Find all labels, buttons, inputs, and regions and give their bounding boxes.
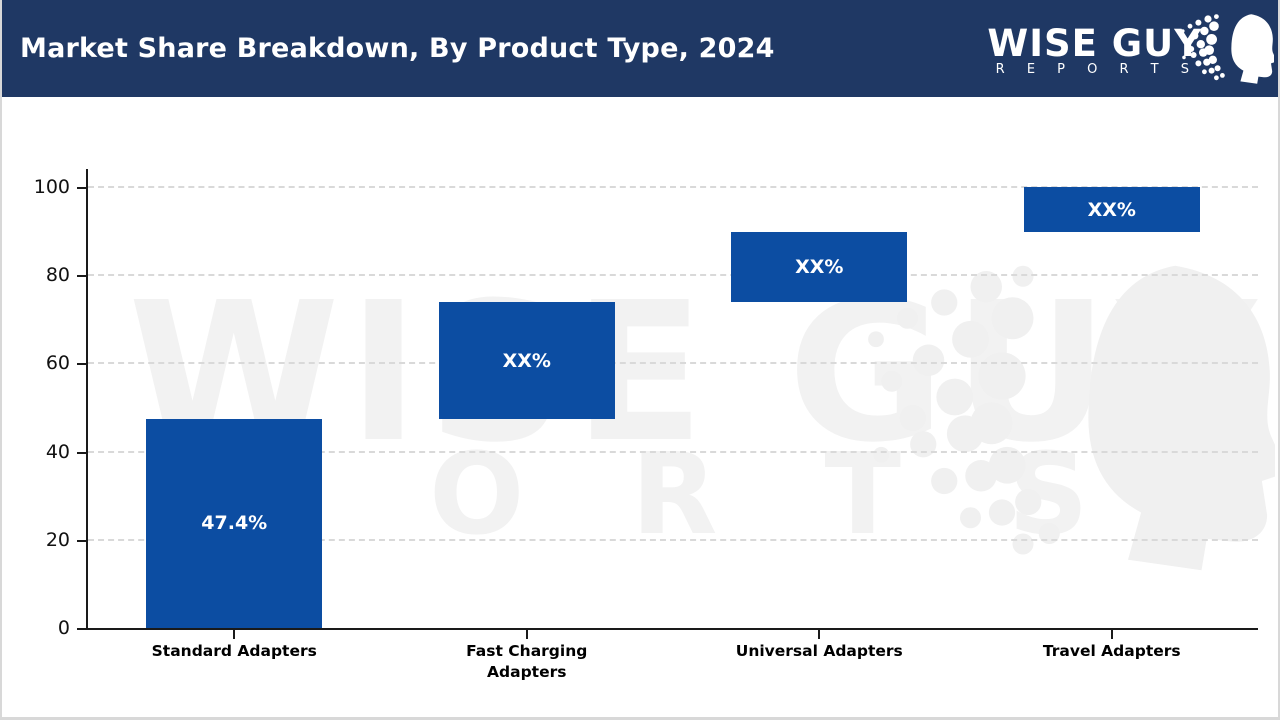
category-label-standard-adapters: Standard Adapters xyxy=(151,642,317,660)
bar-value-label-standard-adapters: 47.4% xyxy=(201,512,268,535)
y-tick-20 xyxy=(77,539,86,542)
page-title: Market Share Breakdown, By Product Type,… xyxy=(20,33,775,64)
y-tick-label-80: 80 xyxy=(45,264,70,287)
category-label-travel-adapters: Travel Adapters xyxy=(1042,642,1181,660)
logo-face-icon xyxy=(1178,6,1277,92)
bar-value-label-travel-adapters: XX% xyxy=(1087,198,1136,221)
bar-universal-adapters: XX% xyxy=(731,232,908,303)
x-tick-universal-adapters xyxy=(818,630,821,639)
x-tick-fast-charging-adapters xyxy=(525,630,528,639)
bar-value-label-fast-charging-adapters: XX% xyxy=(502,349,551,372)
y-tick-label-20: 20 xyxy=(45,528,70,551)
bar-standard-adapters: 47.4% xyxy=(146,418,323,628)
bar-fast-charging-adapters: XX% xyxy=(438,302,615,419)
x-axis xyxy=(86,628,1258,630)
gridline-40 xyxy=(88,450,1258,453)
y-tick-40 xyxy=(77,451,86,454)
gridline-100 xyxy=(88,186,1258,188)
y-tick-60 xyxy=(77,363,86,366)
bar-value-label-universal-adapters: XX% xyxy=(795,256,844,279)
y-tick-label-40: 40 xyxy=(45,440,70,463)
y-tick-0 xyxy=(77,628,86,630)
y-tick-label-100: 100 xyxy=(33,176,70,198)
header-banner: Market Share Breakdown, By Product Type,… xyxy=(0,0,1280,97)
category-label-fast-charging-adapters: Fast Charging Adapters xyxy=(466,642,588,681)
y-tick-label-0: 0 xyxy=(57,617,70,639)
y-tick-80 xyxy=(77,275,86,278)
gridline-60 xyxy=(88,362,1258,365)
logo-wordmark: WISE GUY xyxy=(987,22,1202,65)
wiseguy-logo: WISE GUY R E P O R T S xyxy=(987,0,1277,97)
watermark-face-icon xyxy=(855,218,1280,618)
y-tick-100 xyxy=(77,187,86,189)
y-tick-label-60: 60 xyxy=(45,352,70,375)
bar-travel-adapters: XX% xyxy=(1023,187,1200,233)
x-tick-travel-adapters xyxy=(1110,630,1113,639)
gridline-80 xyxy=(88,274,1258,277)
x-tick-standard-adapters xyxy=(233,630,236,639)
logo-subtitle: R E P O R T S xyxy=(995,62,1198,77)
category-label-universal-adapters: Universal Adapters xyxy=(735,642,903,660)
gridline-20 xyxy=(88,538,1258,541)
y-axis xyxy=(86,169,88,630)
